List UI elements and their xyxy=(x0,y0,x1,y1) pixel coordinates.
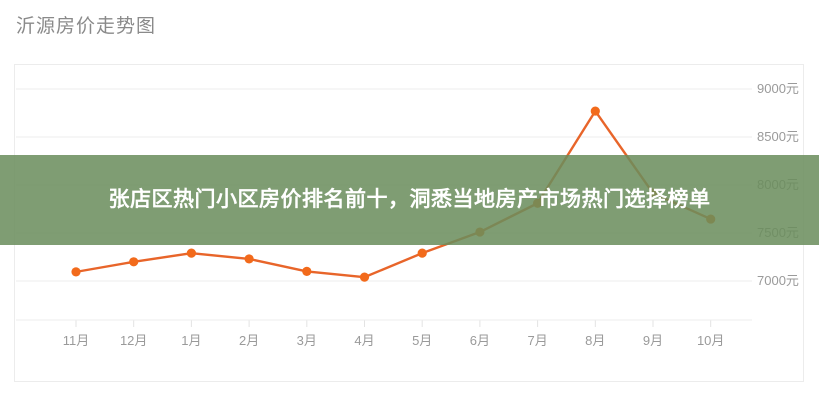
x-axis-tick-label: 8月 xyxy=(585,333,606,348)
x-axis-tick-label: 12月 xyxy=(119,333,148,348)
x-axis-tick-label: 7月 xyxy=(527,333,548,348)
y-axis-tick-label: 7000元 xyxy=(757,273,799,288)
x-axis-tick-label: 9月 xyxy=(642,333,664,348)
price-line-path xyxy=(74,109,712,279)
x-axis-tick-label: 5月 xyxy=(412,333,433,348)
data-point-marker[interactable] xyxy=(244,254,254,264)
x-axis-tick-label: 4月 xyxy=(354,333,375,348)
y-axis-tick-label: 9000元 xyxy=(757,81,799,96)
overlay-banner: 张店区热门小区房价排名前十，洞悉当地房产市场热门选择榜单 xyxy=(0,155,819,245)
data-point-marker[interactable] xyxy=(302,266,312,276)
page-title: 沂源房价走势图 xyxy=(16,16,157,37)
x-axis-tick-label: 6月 xyxy=(469,333,491,348)
data-point-marker[interactable] xyxy=(359,272,370,282)
data-point-marker[interactable] xyxy=(129,257,139,267)
data-point-marker[interactable] xyxy=(590,106,600,116)
y-axis-tick-label: 8500元 xyxy=(757,129,799,144)
x-axis-tick-label: 3月 xyxy=(296,333,317,348)
x-axis-tick-label: 2月 xyxy=(238,333,260,348)
data-point-marker[interactable] xyxy=(417,248,427,258)
x-axis-tick-label: 1月 xyxy=(181,333,202,348)
overlay-banner-text: 张店区热门小区房价排名前十，洞悉当地房产市场热门选择榜单 xyxy=(108,188,711,211)
data-point-marker[interactable] xyxy=(71,267,81,277)
x-axis-tick-label: 11月 xyxy=(62,333,90,348)
data-point-marker[interactable] xyxy=(186,248,196,258)
x-axis-tick-label: 10月 xyxy=(696,333,725,348)
